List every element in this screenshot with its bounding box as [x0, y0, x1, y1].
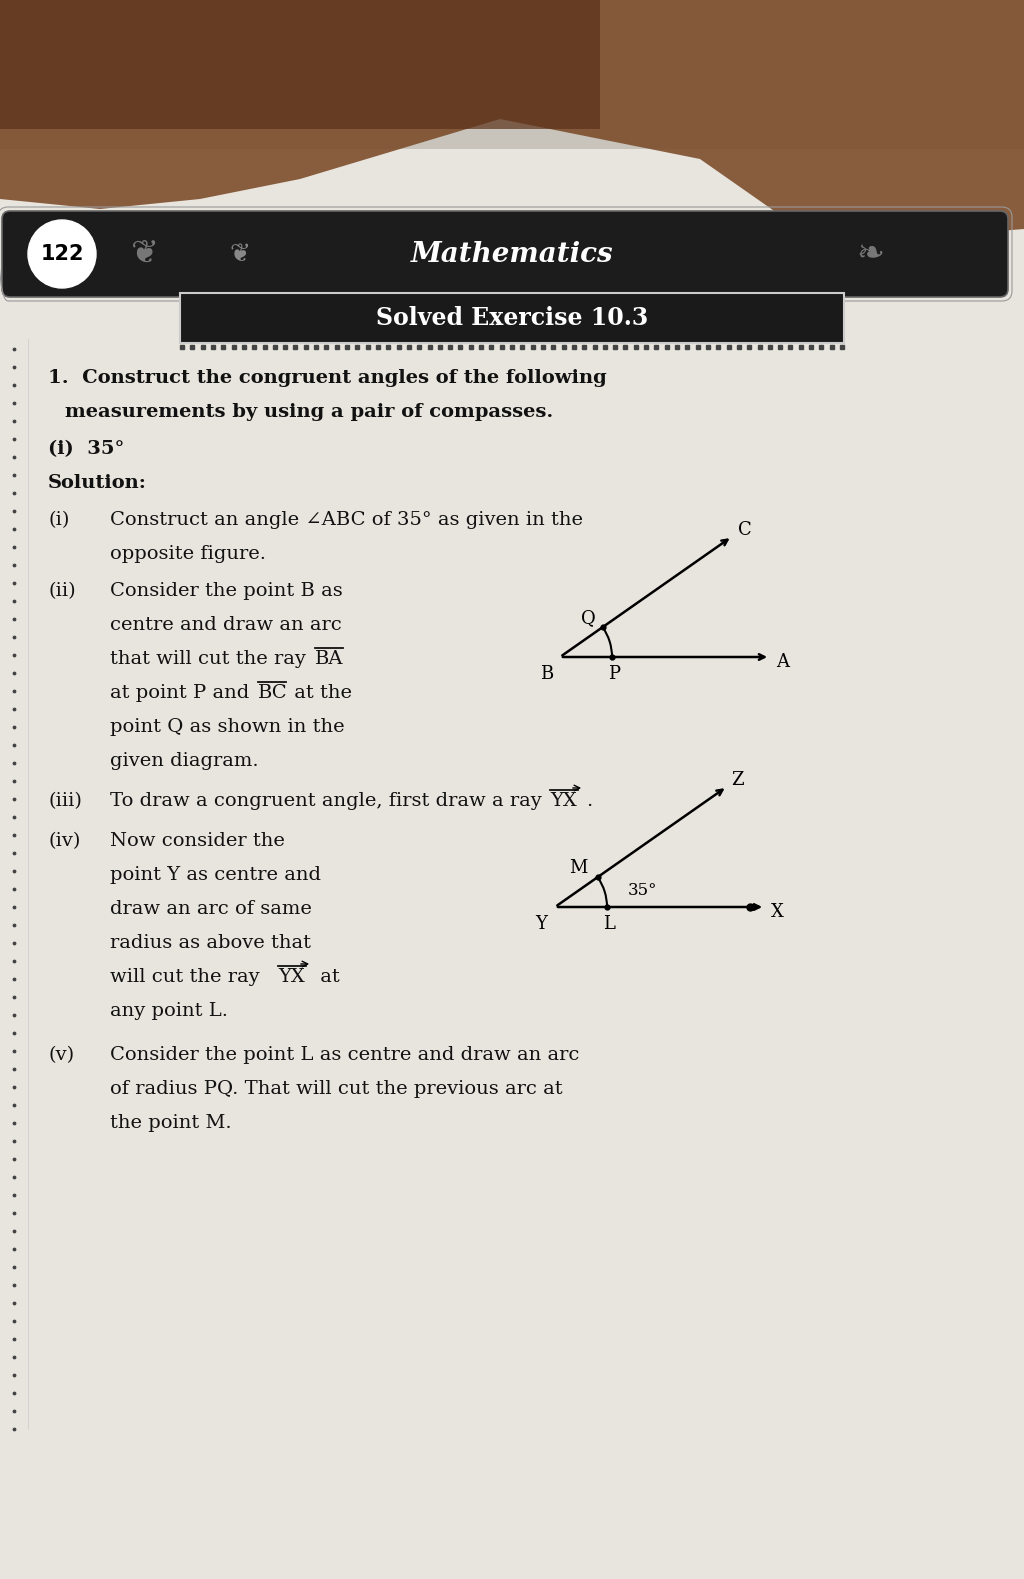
Text: at point P and: at point P and — [110, 684, 256, 703]
Text: BC: BC — [258, 684, 288, 703]
Text: at the: at the — [288, 684, 352, 703]
Text: radius as above that: radius as above that — [110, 935, 311, 952]
Text: Q: Q — [581, 609, 595, 627]
FancyBboxPatch shape — [180, 294, 844, 343]
Text: ❧: ❧ — [856, 237, 884, 270]
Text: BA: BA — [315, 651, 343, 668]
Text: that will cut the ray: that will cut the ray — [110, 651, 312, 668]
Text: Construct an angle ∠ABC of 35° as given in the: Construct an angle ∠ABC of 35° as given … — [110, 512, 583, 529]
Text: any point L.: any point L. — [110, 1003, 228, 1020]
Text: ❦: ❦ — [131, 237, 159, 270]
PathPatch shape — [0, 0, 1024, 238]
Text: (v): (v) — [48, 1045, 74, 1064]
Text: Solution:: Solution: — [48, 474, 146, 493]
Text: YX: YX — [278, 968, 305, 985]
Text: Now consider the: Now consider the — [110, 832, 285, 850]
Text: Z: Z — [731, 771, 743, 788]
Text: the point M.: the point M. — [110, 1115, 231, 1132]
Circle shape — [28, 219, 96, 287]
FancyBboxPatch shape — [2, 212, 1008, 297]
Text: Solved Exercise 10.3: Solved Exercise 10.3 — [376, 306, 648, 330]
Text: given diagram.: given diagram. — [110, 752, 259, 771]
Text: draw an arc of same: draw an arc of same — [110, 900, 312, 917]
Text: (iv): (iv) — [48, 832, 80, 850]
Text: (i)  35°: (i) 35° — [48, 441, 124, 458]
Text: point Q as shown in the: point Q as shown in the — [110, 718, 345, 736]
Text: 35°: 35° — [628, 881, 657, 898]
Text: L: L — [603, 914, 614, 933]
Text: Y: Y — [535, 914, 547, 933]
Text: (iii): (iii) — [48, 793, 82, 810]
Text: Consider the point L as centre and draw an arc: Consider the point L as centre and draw … — [110, 1045, 580, 1064]
Text: B: B — [540, 665, 553, 684]
Text: Consider the point B as: Consider the point B as — [110, 583, 343, 600]
Text: M: M — [569, 859, 588, 878]
Text: A: A — [776, 654, 790, 671]
Text: P: P — [608, 665, 620, 684]
Bar — [0, 0, 600, 129]
Text: at: at — [314, 968, 340, 985]
Text: centre and draw an arc: centre and draw an arc — [110, 616, 342, 635]
Text: point Y as centre and: point Y as centre and — [110, 865, 321, 884]
Text: will cut the ray: will cut the ray — [110, 968, 266, 985]
Text: opposite figure.: opposite figure. — [110, 545, 266, 564]
Text: of radius PQ. That will cut the previous arc at: of radius PQ. That will cut the previous… — [110, 1080, 562, 1097]
Text: Mathematics: Mathematics — [411, 240, 613, 267]
Text: YX: YX — [550, 793, 577, 810]
Text: To draw a congruent angle, first draw a ray: To draw a congruent angle, first draw a … — [110, 793, 548, 810]
Text: 1.  Construct the congruent angles of the following: 1. Construct the congruent angles of the… — [48, 369, 607, 387]
Text: (i): (i) — [48, 512, 70, 529]
Text: X: X — [771, 903, 784, 921]
Text: 122: 122 — [40, 245, 84, 264]
Text: C: C — [738, 521, 752, 538]
Text: measurements by using a pair of compasses.: measurements by using a pair of compasse… — [65, 403, 553, 422]
Text: (ii): (ii) — [48, 583, 76, 600]
Text: ❦: ❦ — [229, 242, 251, 265]
Text: .: . — [586, 793, 592, 810]
